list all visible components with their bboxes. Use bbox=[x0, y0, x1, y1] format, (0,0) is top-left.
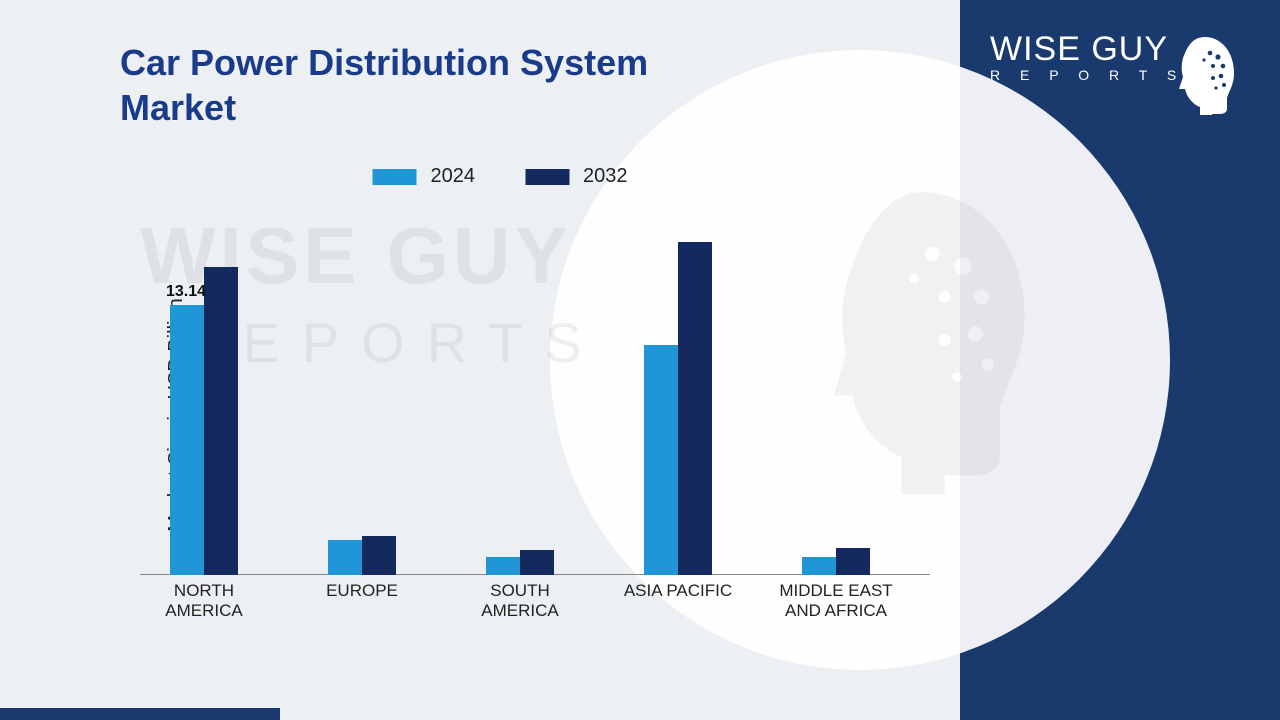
bar-value-label: 13.14 bbox=[166, 283, 206, 301]
bottom-accent-bar bbox=[0, 708, 280, 720]
plot-area: NORTH AMERICAEUROPESOUTH AMERICAASIA PAC… bbox=[140, 205, 930, 575]
bar bbox=[204, 267, 238, 575]
logo-head-icon bbox=[1170, 35, 1240, 115]
category-label: NORTH AMERICA bbox=[134, 581, 274, 622]
legend-item-2024: 2024 bbox=[373, 165, 476, 188]
legend-item-2032: 2032 bbox=[525, 165, 628, 188]
page: WISE GUY REPORTS Car Power Distribution … bbox=[0, 0, 1280, 720]
legend-swatch bbox=[373, 169, 417, 185]
category-label: ASIA PACIFIC bbox=[608, 581, 748, 601]
bar bbox=[678, 242, 712, 575]
category-label: MIDDLE EAST AND AFRICA bbox=[766, 581, 906, 622]
legend-swatch bbox=[525, 169, 569, 185]
bar bbox=[328, 540, 362, 575]
bar bbox=[170, 305, 204, 575]
brand-logo: WISE GUY R E P O R T S bbox=[990, 30, 1250, 83]
legend: 2024 2032 bbox=[373, 165, 628, 188]
legend-label: 2024 bbox=[431, 165, 476, 188]
bar bbox=[362, 536, 396, 575]
chart-area: Market Size in USD Billion 20242032 NORT… bbox=[60, 165, 940, 665]
bar bbox=[644, 345, 678, 575]
bar bbox=[802, 557, 836, 576]
category-label: EUROPE bbox=[292, 581, 432, 601]
bar bbox=[520, 550, 554, 575]
bar bbox=[486, 557, 520, 576]
legend-label: 2032 bbox=[583, 165, 628, 188]
bar bbox=[836, 548, 870, 575]
chart-title: Car Power Distribution System Market bbox=[120, 40, 760, 130]
category-label: SOUTH AMERICA bbox=[450, 581, 590, 622]
